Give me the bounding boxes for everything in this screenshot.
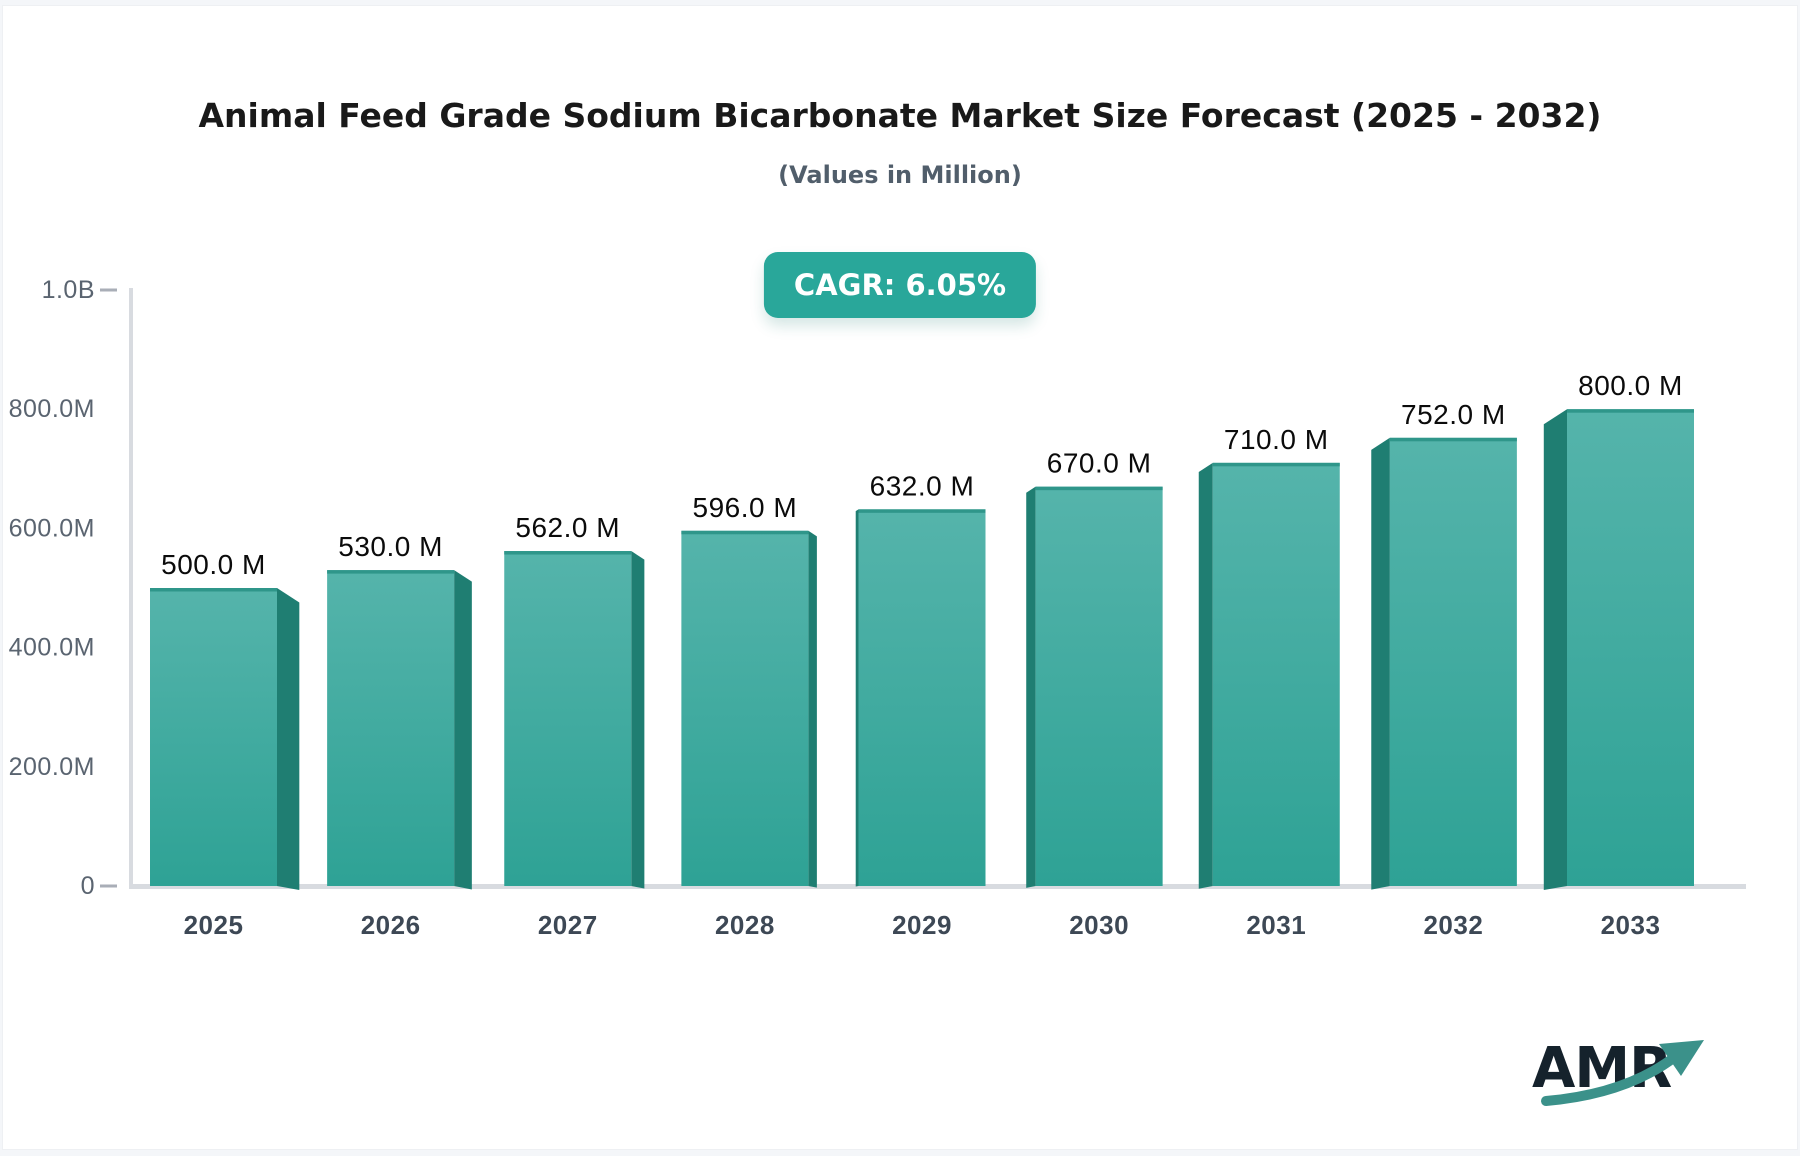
x-axis-label: 2025 [184, 910, 244, 940]
bar-2032[interactable]: 752.0 M 2032 [1371, 399, 1517, 940]
bar-value-label: 562.0 M [515, 512, 620, 543]
bar-value-label: 752.0 M [1401, 399, 1506, 430]
y-axis-label: 800.0M [9, 395, 95, 423]
logo-arrow-icon [1541, 1040, 1704, 1106]
bar-side-face [277, 588, 300, 890]
bar-2027[interactable]: 562.0 M 2027 [504, 512, 645, 940]
bar-front-face [150, 588, 277, 886]
logo-arrow-head [1659, 1040, 1704, 1076]
y-axis-label: 200.0M [9, 753, 95, 781]
bar-front-face [1567, 409, 1694, 886]
y-axis-label: 600.0M [9, 514, 95, 542]
bar-2025[interactable]: 500.0 M 2025 [150, 549, 300, 940]
x-axis-label: 2028 [715, 910, 775, 940]
x-axis-label: 2032 [1423, 910, 1483, 940]
bar-2026[interactable]: 530.0 M 2026 [327, 531, 472, 940]
bar-value-label: 670.0 M [1047, 448, 1152, 479]
y-axis-label: 400.0M [9, 634, 95, 662]
bar-top-edge [681, 530, 809, 535]
bar-top-edge [1389, 437, 1517, 442]
x-axis-line [129, 884, 1746, 889]
bar-value-label: 596.0 M [693, 492, 798, 523]
bar-top-edge [858, 509, 986, 513]
y-tick-dash [100, 884, 117, 888]
y-axis-line [129, 288, 133, 886]
bar-top-edge [1212, 462, 1340, 467]
bar-2030[interactable]: 670.0 M 2030 [1026, 448, 1163, 940]
bar-top-edge [504, 551, 632, 555]
bar-2029[interactable]: 632.0 M 2029 [855, 470, 986, 940]
bar-front-face [327, 570, 455, 886]
bar-value-label: 632.0 M [870, 470, 975, 501]
bar-front-face [1212, 462, 1340, 886]
chart-title: Animal Feed Grade Sodium Bicarbonate Mar… [198, 96, 1602, 135]
bar-value-label: 800.0 M [1578, 370, 1683, 401]
bar-value-label: 530.0 M [338, 531, 443, 562]
bar-side-face [631, 551, 645, 889]
bar-side-face [1371, 437, 1390, 890]
bar-top-edge [150, 588, 277, 592]
x-axis-label: 2027 [538, 910, 598, 940]
bar-top-edge [1567, 409, 1694, 413]
bar-side-face [808, 530, 817, 888]
logo-arrow-swoosh [1541, 1051, 1681, 1106]
y-axis-label: 0 [81, 872, 95, 900]
bar-top-edge [327, 570, 455, 574]
x-axis-label: 2029 [892, 910, 952, 940]
bar-side-face [1543, 409, 1567, 890]
cagr-badge: CAGR: 6.05% [763, 252, 1037, 318]
bar-side-face [855, 509, 859, 887]
amr-logo: AMR [1532, 1030, 1722, 1116]
x-axis-label: 2033 [1601, 910, 1661, 940]
bar-2031[interactable]: 710.0 M 2031 [1198, 424, 1340, 940]
bar-value-label: 710.0 M [1224, 424, 1329, 455]
x-axis-label: 2026 [361, 910, 421, 940]
bar-front-face [858, 509, 986, 886]
bar-side-face [454, 570, 472, 890]
bar-value-label: 500.0 M [161, 549, 266, 580]
bar-front-face [681, 530, 809, 886]
bar-side-face [1026, 486, 1036, 888]
bar-top-edge [1035, 486, 1163, 491]
y-axis-label: 1.0B [42, 276, 95, 304]
bar-front-face [1389, 437, 1517, 886]
x-axis-label: 2031 [1246, 910, 1306, 940]
bar-2033[interactable]: 800.0 M 2033 [1543, 370, 1694, 940]
y-tick-dash [100, 288, 117, 292]
bar-front-face [1035, 486, 1163, 886]
x-axis-label: 2030 [1069, 910, 1129, 940]
chart-subtitle: (Values in Million) [778, 161, 1022, 189]
bar-side-face [1198, 462, 1213, 889]
bar-2028[interactable]: 596.0 M 2028 [681, 492, 817, 940]
bar-front-face [504, 551, 632, 886]
